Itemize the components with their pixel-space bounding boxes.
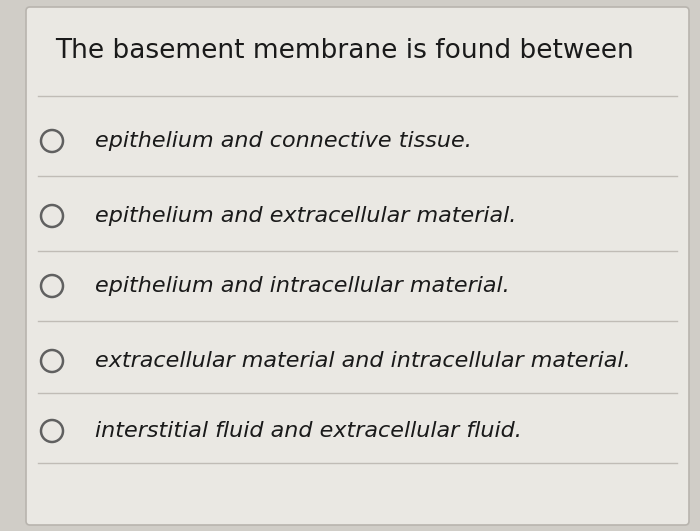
FancyBboxPatch shape [26, 7, 689, 525]
Text: interstitial fluid and extracellular fluid.: interstitial fluid and extracellular flu… [95, 421, 522, 441]
Text: epithelium and extracellular material.: epithelium and extracellular material. [95, 206, 517, 226]
Text: The basement membrane is found between: The basement membrane is found between [55, 38, 634, 64]
Text: epithelium and connective tissue.: epithelium and connective tissue. [95, 131, 472, 151]
Text: extracellular material and intracellular material.: extracellular material and intracellular… [95, 351, 631, 371]
Text: epithelium and intracellular material.: epithelium and intracellular material. [95, 276, 510, 296]
